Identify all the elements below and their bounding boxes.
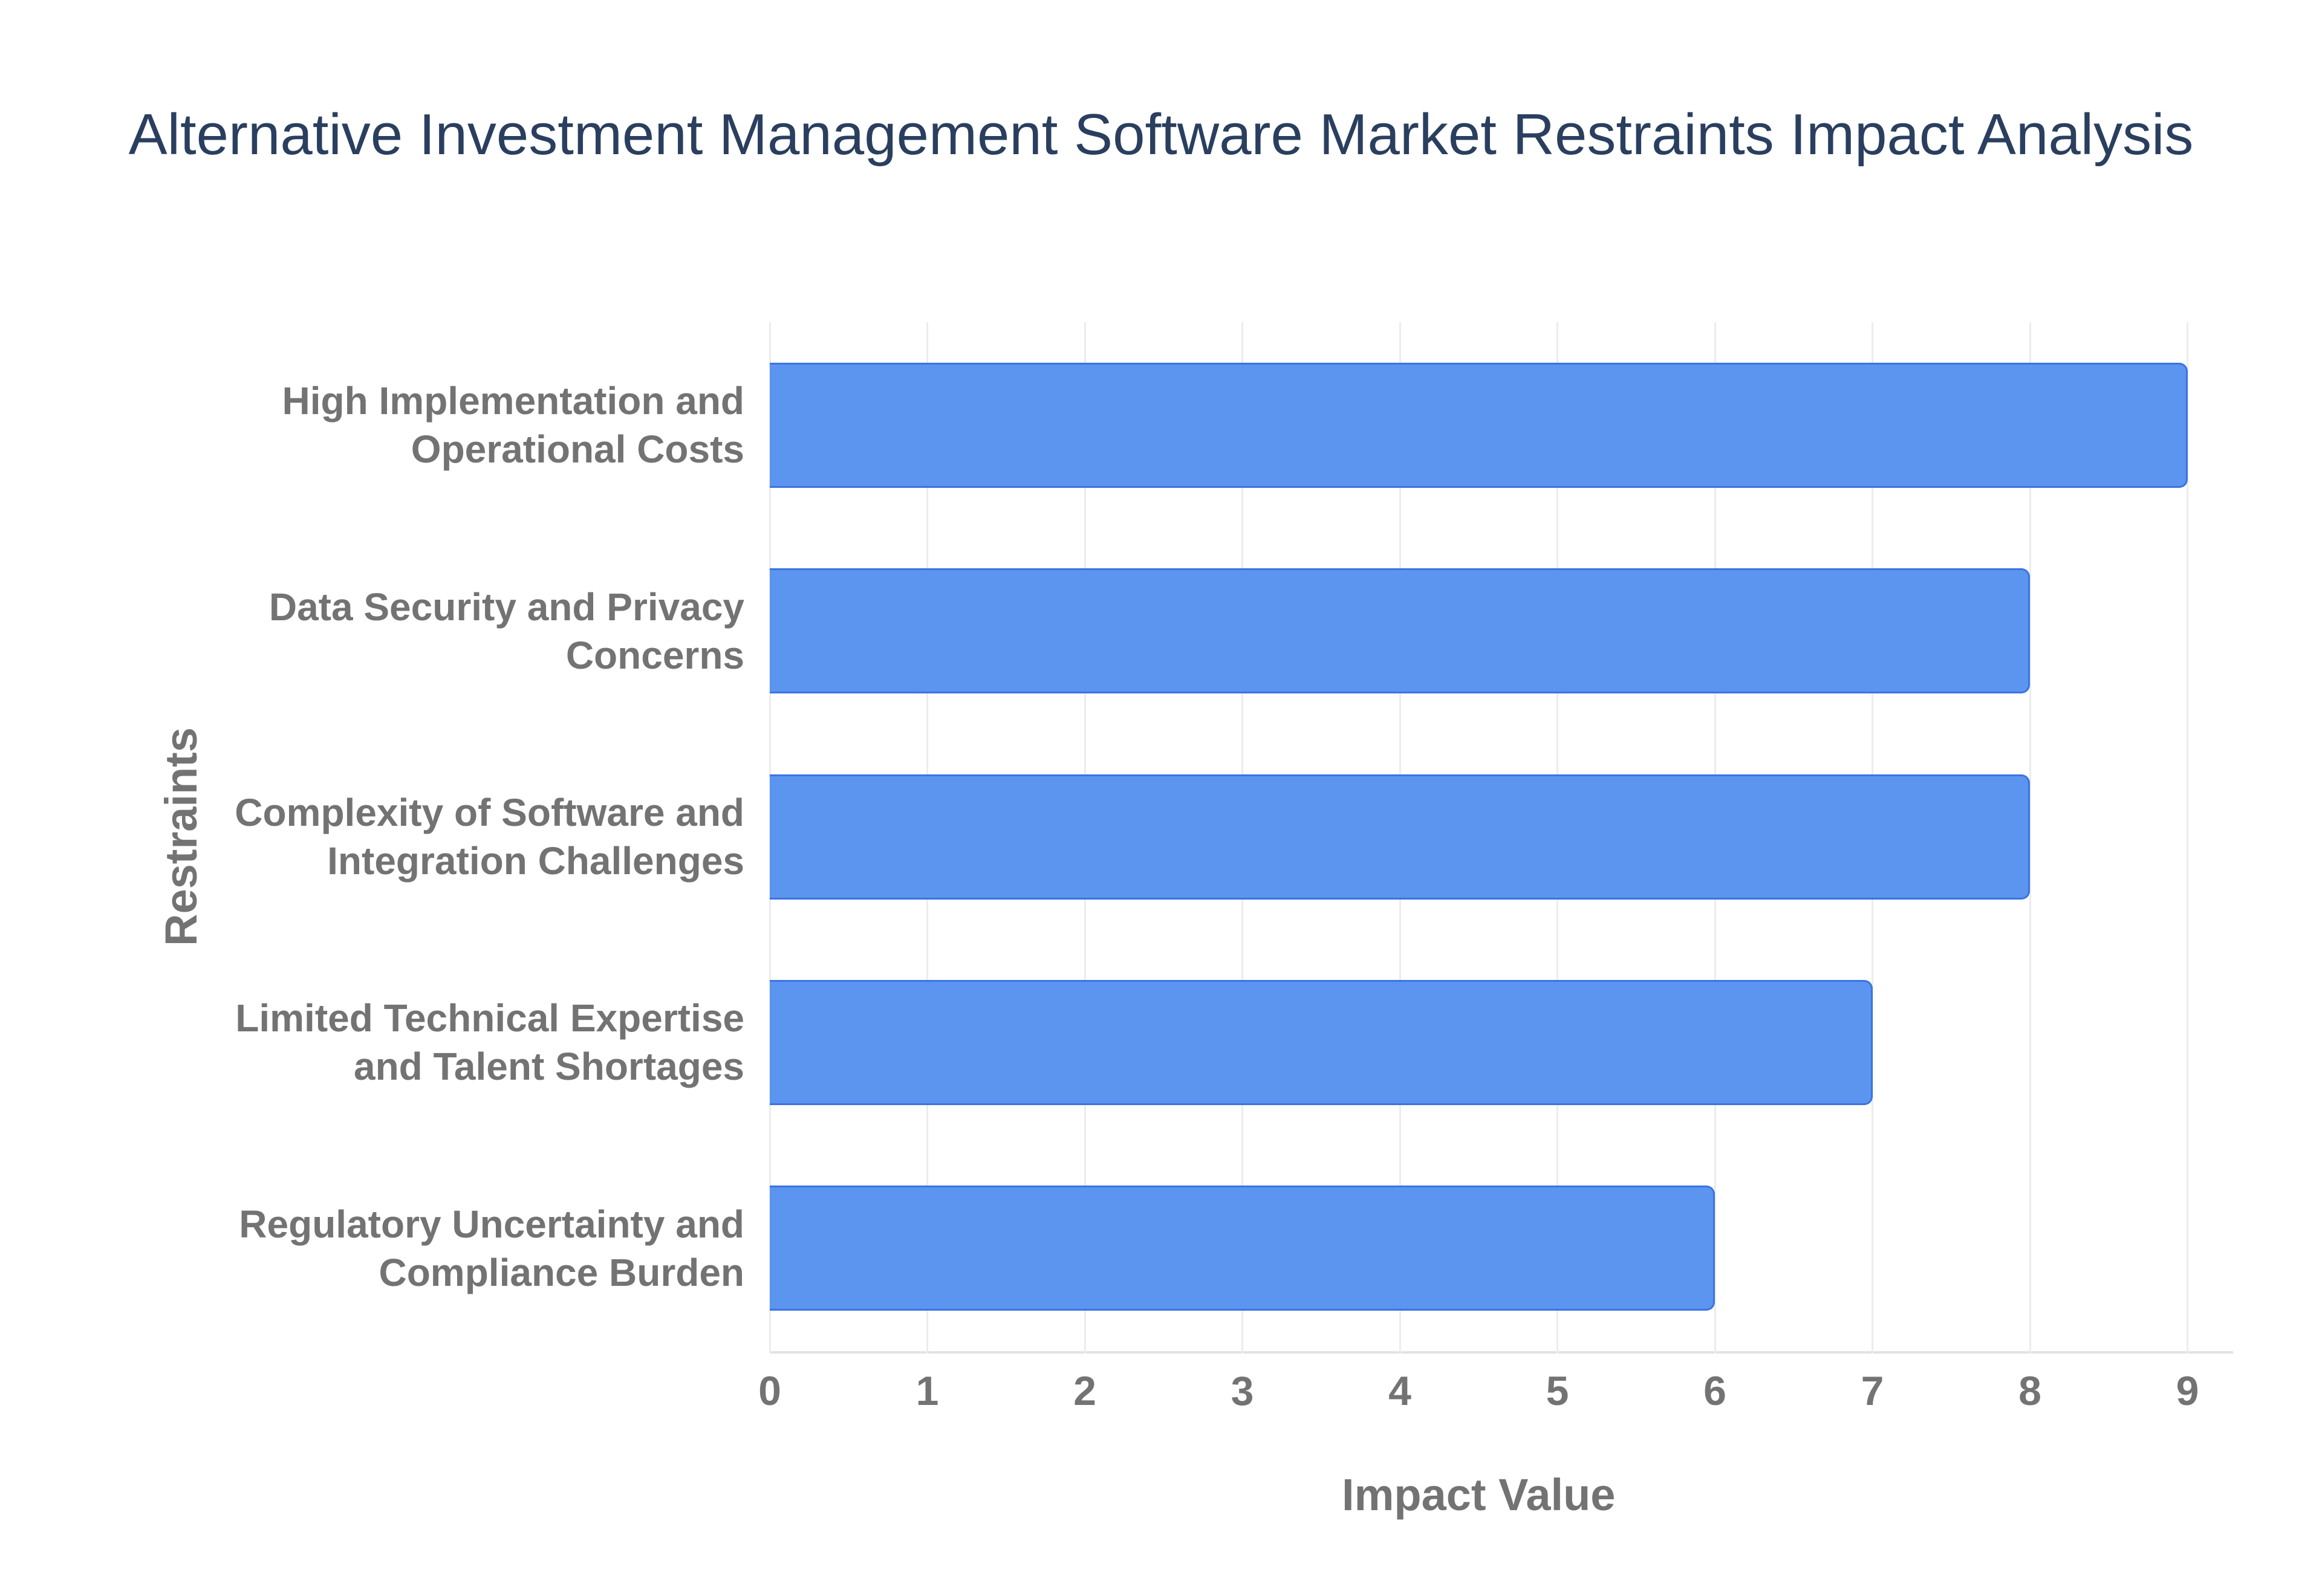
x-axis-title: Impact Value	[1342, 1470, 1616, 1520]
y-category-label-line: Limited Technical Expertise	[235, 996, 744, 1040]
bar-row-4[interactable]	[770, 979, 1873, 1105]
y-axis-category-labels: High Implementation and Operational Costs…	[0, 0, 744, 1596]
x-tick-label-2: 2	[1073, 1368, 1096, 1414]
y-category-label-line: High Implementation and	[282, 379, 744, 423]
x-tick-label-8: 8	[2018, 1368, 2041, 1414]
x-tick-label-1: 1	[915, 1368, 939, 1414]
y-category-label-3: Complexity of Software and Integration Ch…	[79, 788, 744, 885]
y-category-label-5: Regulatory Uncertainty and Compliance Bur…	[79, 1200, 744, 1297]
x-tick-label-3: 3	[1231, 1368, 1254, 1414]
x-tick-label-9: 9	[2176, 1368, 2199, 1414]
x-tick-label-0: 0	[758, 1368, 781, 1414]
y-category-label-1: High Implementation and Operational Costs	[79, 377, 744, 473]
y-category-label-4: Limited Technical Expertise and Talent Sh…	[79, 994, 744, 1091]
gridline-x-8	[2029, 322, 2031, 1354]
bar-row-3[interactable]	[770, 774, 2030, 900]
bar-row-1[interactable]	[770, 362, 2188, 488]
y-category-label-line: and Talent Shortages	[353, 1045, 744, 1089]
y-category-label-line: Operational Costs	[411, 427, 744, 472]
chart-title: Alternative Investment Management Softwa…	[128, 102, 2194, 167]
x-tick-label-5: 5	[1546, 1368, 1569, 1414]
y-category-label-line: Data Security and Privacy	[268, 585, 744, 629]
y-category-label-line: Concerns	[565, 633, 744, 677]
y-category-label-line: Compliance Burden	[379, 1250, 744, 1294]
plot-area	[769, 322, 2233, 1354]
y-category-label-line: Complexity of Software and	[235, 791, 744, 834]
bar-row-5[interactable]	[770, 1186, 1715, 1311]
x-tick-label-6: 6	[1703, 1368, 1726, 1414]
y-category-label-2: Data Security and Privacy Concerns	[79, 583, 744, 680]
y-category-label-line: Regulatory Uncertainty and	[239, 1202, 744, 1246]
gridline-x-9	[2187, 322, 2188, 1354]
x-tick-label-7: 7	[1861, 1368, 1884, 1414]
y-category-label-line: Integration Challenges	[327, 839, 744, 883]
bar-row-2[interactable]	[770, 568, 2030, 694]
x-tick-label-4: 4	[1388, 1368, 1411, 1414]
